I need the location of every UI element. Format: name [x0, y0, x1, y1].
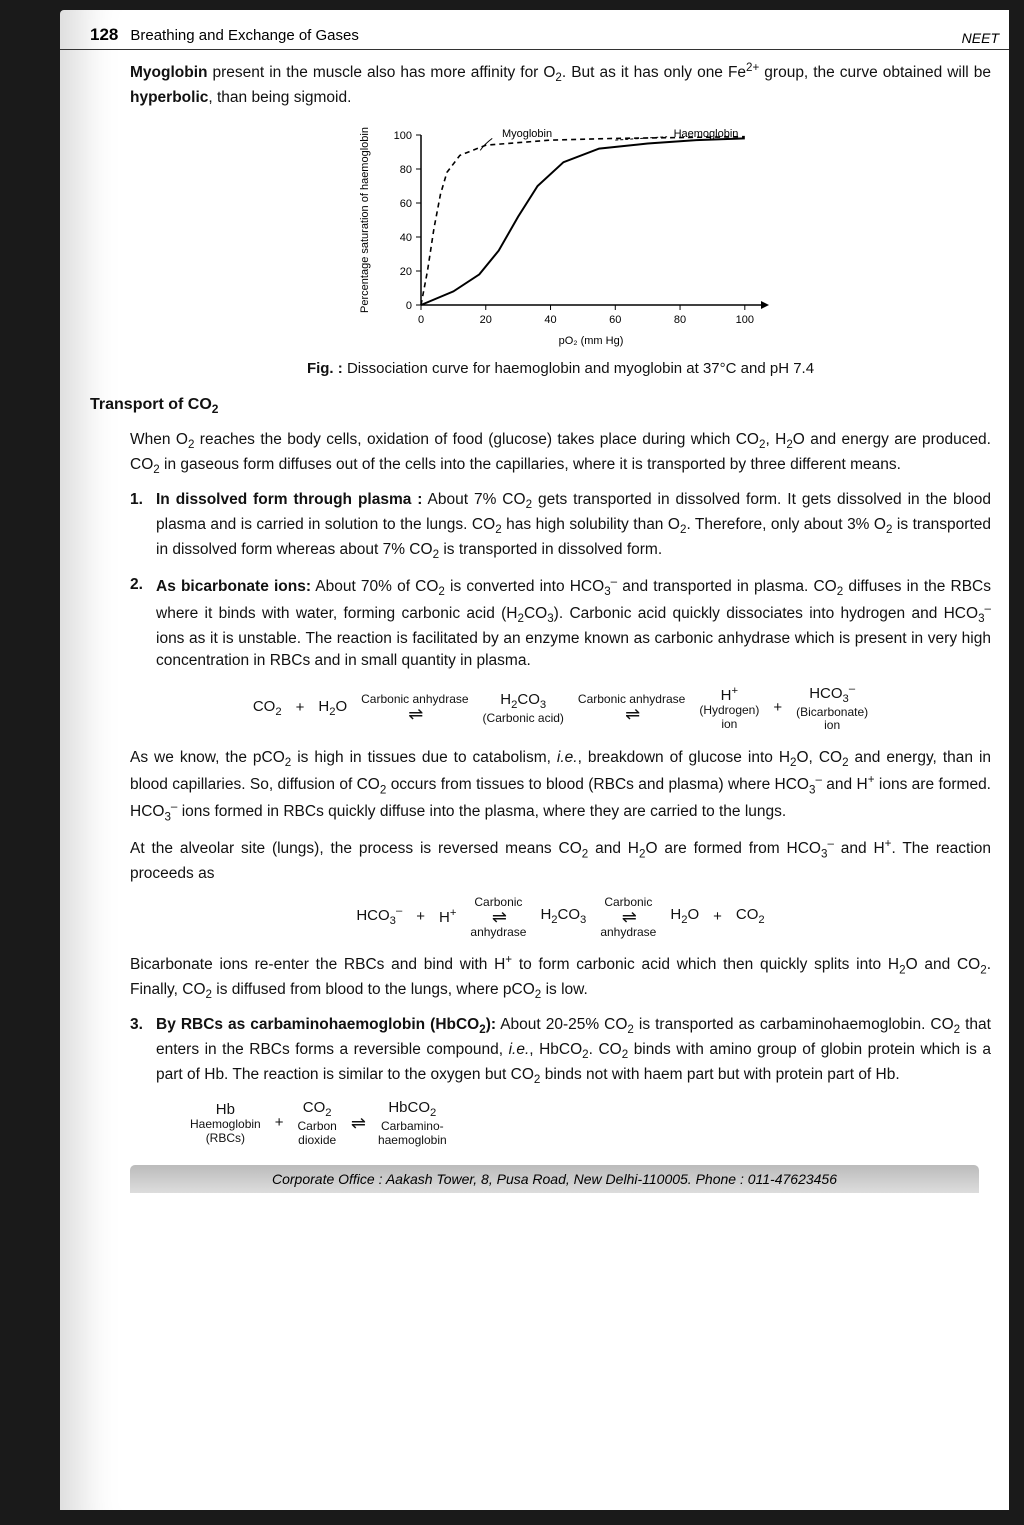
eqn-sublabel: (Hydrogen)ion [699, 704, 759, 732]
intro-text: present in the muscle also has more affi… [130, 64, 991, 106]
reaction-arrow: Carbonic anhydrase ⇌ [578, 693, 685, 723]
svg-text:0: 0 [405, 300, 411, 312]
arrow-label: anhydrase [470, 926, 526, 938]
paragraph: As we know, the pCO2 is high in tissues … [130, 747, 991, 826]
chart-svg: 0 20 40 60 80 100 0 20 40 60 80 100 pO₂ (mm Hg) Perce… [346, 120, 776, 350]
eqn-term: CO2Carbondioxide [297, 1099, 336, 1148]
reaction-arrow: Carbonic ⇌ anhydrase [600, 896, 656, 938]
svg-text:pO₂ (mm Hg): pO₂ (mm Hg) [558, 335, 623, 347]
svg-text:60: 60 [399, 198, 411, 210]
eqn-term: CO2 [253, 698, 282, 719]
eqn-term: H2O [318, 698, 347, 719]
svg-text:20: 20 [479, 314, 491, 326]
svg-text:80: 80 [673, 314, 685, 326]
equation-3: HbHaemoglobin(RBCs) + CO2Carbondioxide ⇌… [190, 1099, 991, 1148]
eqn-term: H+ [439, 907, 456, 926]
eqn-term: HbHaemoglobin(RBCs) [190, 1101, 261, 1146]
reaction-arrow: Carbonic anhydrase ⇌ [361, 693, 468, 723]
eqn-plus: + [773, 697, 782, 719]
svg-text:60: 60 [609, 314, 621, 326]
eqn-sublabel: (Carbonic acid) [483, 712, 564, 726]
item-number: 3. [130, 1014, 156, 1089]
eqn-term: H2CO3(Carbonic acid) [483, 691, 564, 726]
svg-text:Myoglobin: Myoglobin [501, 128, 551, 140]
eqn-term: H2CO3 [540, 906, 586, 927]
eqn-plus: + [713, 906, 722, 928]
svg-text:40: 40 [399, 232, 411, 244]
eqn-term: HbCO2Carbamino-haemoglobin [378, 1099, 447, 1148]
fig-caption-text: Dissociation curve for haemoglobin and m… [347, 360, 814, 377]
item-number: 1. [130, 489, 156, 564]
svg-text:80: 80 [399, 164, 411, 176]
double-arrow-icon: ⇌ [622, 908, 635, 926]
reaction-arrow: Carbonic ⇌ anhydrase [470, 896, 526, 938]
item-body: In dissolved form through plasma : About… [156, 489, 991, 564]
item-title: As bicarbonate ions: [156, 578, 311, 595]
equation-2: HCO3– + H+ Carbonic ⇌ anhydrase H2CO3 Ca… [130, 896, 991, 938]
double-arrow-icon: ⇌ [408, 705, 421, 723]
transport-intro: When O2 reaches the body cells, oxidatio… [130, 429, 991, 479]
eqn-plus: + [275, 1112, 284, 1134]
eqn-term: H2O [670, 906, 699, 927]
list-item-2: 2. As bicarbonate ions: About 70% of CO2… [130, 574, 991, 673]
arrow-label: anhydrase [600, 926, 656, 938]
section-title: Transport of CO2 [90, 393, 991, 419]
paragraph: Bicarbonate ions re-enter the RBCs and b… [130, 952, 991, 1004]
eqn-sublabel: Haemoglobin(RBCs) [190, 1118, 261, 1146]
dissociation-chart: 0 20 40 60 80 100 0 20 40 60 80 100 pO₂ (mm Hg) Perce… [130, 120, 991, 350]
item-body: As bicarbonate ions: About 70% of CO2 is… [156, 574, 991, 673]
item-number: 2. [130, 574, 156, 673]
list-item-1: 1. In dissolved form through plasma : Ab… [130, 489, 991, 564]
eqn-plus: + [296, 697, 305, 719]
eqn-sublabel: Carbamino-haemoglobin [378, 1120, 447, 1148]
svg-text:0: 0 [417, 314, 423, 326]
eqn-sublabel: Carbondioxide [297, 1120, 336, 1148]
eqn-term: CO2 [736, 906, 765, 927]
item-title: By RBCs as carbaminohaemoglobin (HbCO2): [156, 1016, 496, 1033]
eqn-term: H+(Hydrogen)ion [699, 685, 759, 732]
chapter-title: Breathing and Exchange of Gases [130, 27, 359, 44]
equation-1: CO2 + H2O Carbonic anhydrase ⇌ H2CO3(Car… [130, 683, 991, 734]
eqn-term: HCO3–(Bicarbonate)ion [796, 683, 868, 734]
content: Myoglobin present in the muscle also has… [60, 60, 1009, 1147]
page-number: 128 [90, 25, 118, 45]
list-item-3: 3. By RBCs as carbaminohaemoglobin (HbCO… [130, 1014, 991, 1089]
item-title: In dissolved form through plasma : [156, 491, 422, 508]
svg-text:100: 100 [393, 130, 411, 142]
page: 128 Breathing and Exchange of Gases NEET… [60, 10, 1009, 1510]
svg-text:40: 40 [544, 314, 556, 326]
double-arrow-icon: ⇌ [492, 908, 505, 926]
page-header: 128 Breathing and Exchange of Gases [60, 25, 1009, 50]
eqn-term: HCO3– [356, 905, 402, 928]
eqn-plus: + [416, 906, 425, 928]
item-body: By RBCs as carbaminohaemoglobin (HbCO2):… [156, 1014, 991, 1089]
svg-text:20: 20 [399, 266, 411, 278]
eqn-sublabel: (Bicarbonate)ion [796, 706, 868, 734]
corner-label: NEET [962, 30, 999, 46]
footer: Corporate Office : Aakash Tower, 8, Pusa… [130, 1165, 979, 1193]
figure-caption: Fig. : Dissociation curve for haemoglobi… [130, 358, 991, 380]
paragraph: At the alveolar site (lungs), the proces… [130, 836, 991, 886]
svg-text:Percentage saturation of haemo: Percentage saturation of haemoglobin [359, 127, 371, 313]
double-arrow-icon: ⇌ [625, 705, 638, 723]
double-arrow-icon: ⇌ [351, 1110, 364, 1136]
svg-text:100: 100 [735, 314, 753, 326]
svg-text:Haemoglobin: Haemoglobin [673, 128, 738, 140]
intro-paragraph: Myoglobin present in the muscle also has… [130, 60, 991, 110]
